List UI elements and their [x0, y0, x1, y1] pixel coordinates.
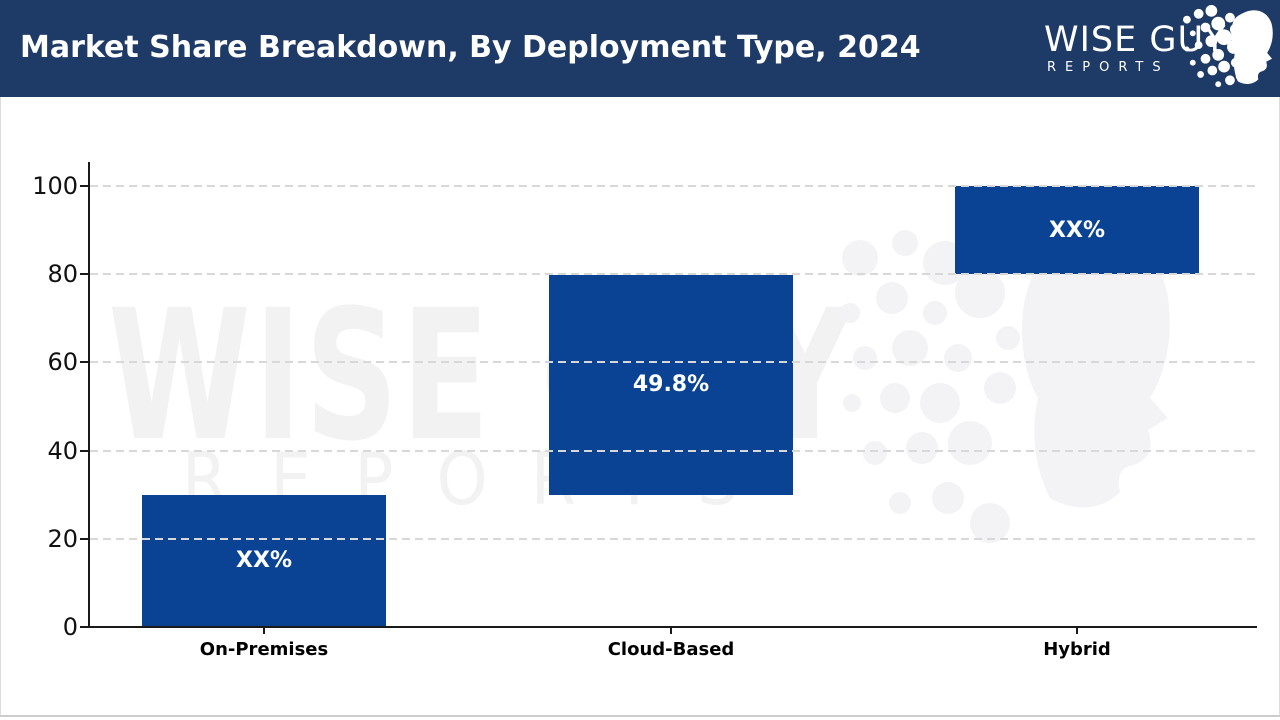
- left-border: [0, 97, 1, 717]
- x-tick-mark: [1076, 628, 1078, 634]
- brand-name: WISE GUY: [1044, 20, 1227, 60]
- bar-value-label: 49.8%: [632, 372, 710, 398]
- bar-value-label: XX%: [236, 548, 292, 574]
- y-tick-mark: [80, 537, 89, 540]
- y-tick-label: 20: [47, 524, 78, 553]
- y-tick-mark: [80, 185, 89, 187]
- grid-line: [90, 537, 1255, 540]
- bar: XX%: [142, 494, 386, 627]
- x-category-label: Cloud-Based: [607, 639, 735, 660]
- x-tick-mark: [670, 628, 672, 634]
- x-axis-line: [86, 626, 1257, 628]
- x-category-label: On-Premises: [199, 639, 329, 660]
- watermark-head-icon: [840, 230, 1170, 543]
- bar: XX%: [955, 186, 1199, 275]
- bar-value-label: XX%: [1049, 217, 1105, 243]
- brand-head-icon: [1183, 4, 1273, 88]
- y-tick-mark: [80, 361, 89, 364]
- y-tick-label: 40: [47, 436, 78, 465]
- brand-logo: WISE GUY REPORTS: [1030, 0, 1280, 97]
- bottom-border: [0, 715, 1280, 717]
- chart-title: Market Share Breakdown, By Deployment Ty…: [20, 30, 921, 65]
- y-tick-mark: [80, 449, 89, 452]
- header-bar: Market Share Breakdown, By Deployment Ty…: [0, 0, 1280, 97]
- grid-line: [90, 449, 1255, 452]
- bar: 49.8%: [549, 275, 793, 495]
- grid-line: [90, 361, 1255, 364]
- y-tick-label: 0: [62, 613, 78, 641]
- x-tick-mark: [263, 628, 265, 634]
- y-axis-line: [88, 162, 90, 628]
- grid-line: [90, 273, 1255, 276]
- y-tick-label: 80: [47, 260, 78, 289]
- brand-subtitle: REPORTS: [1047, 60, 1170, 75]
- y-tick-label: 60: [47, 348, 78, 377]
- y-tick-label: 100: [32, 172, 78, 200]
- y-tick-mark: [80, 273, 89, 276]
- x-category-label: Hybrid: [1043, 639, 1111, 660]
- grid-line: [90, 185, 1255, 187]
- y-tick-mark: [80, 626, 89, 628]
